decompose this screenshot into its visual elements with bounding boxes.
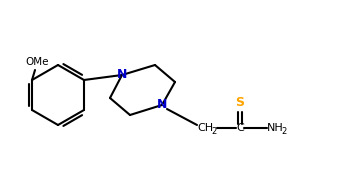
Text: N: N — [157, 98, 167, 111]
Text: N: N — [117, 69, 127, 82]
Text: NH: NH — [267, 123, 284, 133]
Text: C: C — [236, 123, 244, 133]
Text: OMe: OMe — [25, 57, 49, 67]
Text: S: S — [236, 96, 245, 109]
Text: CH: CH — [197, 123, 213, 133]
Text: 2: 2 — [281, 127, 287, 135]
Text: 2: 2 — [211, 127, 217, 135]
